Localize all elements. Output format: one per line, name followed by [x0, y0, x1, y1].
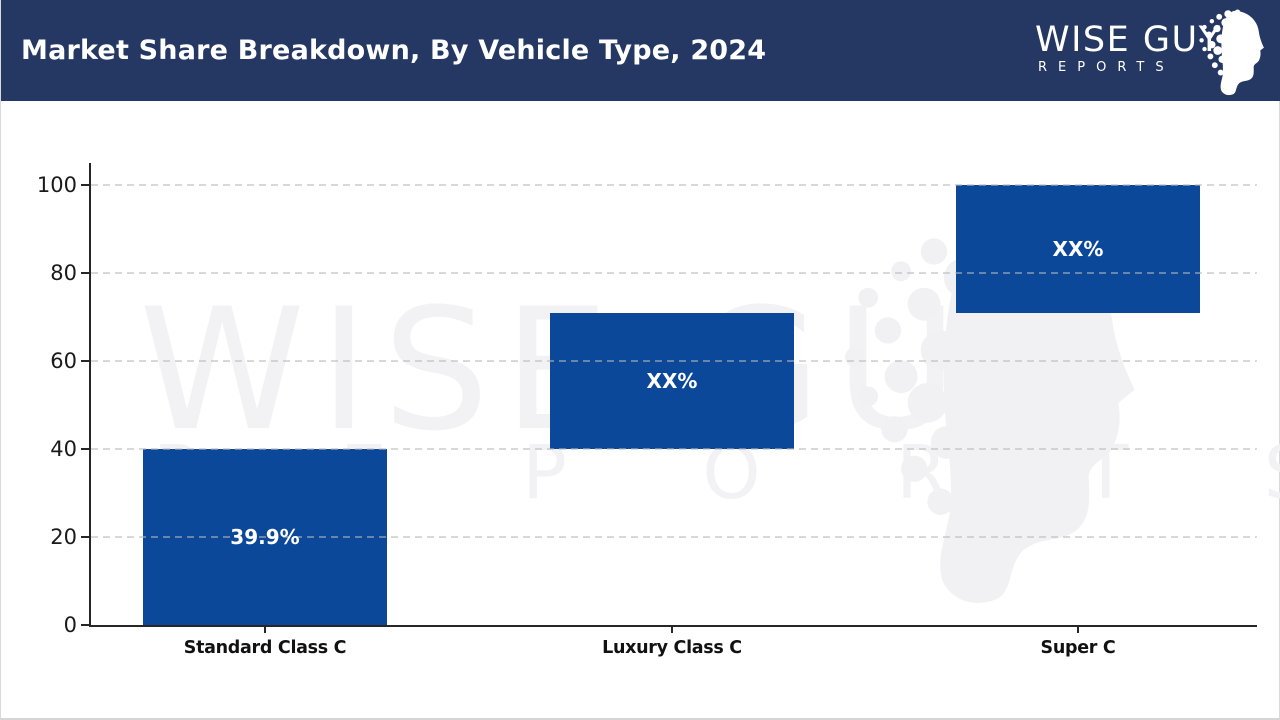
- y-tick-mark: [81, 184, 90, 186]
- header: Market Share Breakdown, By Vehicle Type,…: [1, 0, 1280, 101]
- watermark-face-icon: [845, 218, 1135, 603]
- y-tick-label: 80: [50, 261, 77, 285]
- bar-super-c: [956, 185, 1200, 313]
- y-tick-label: 20: [50, 525, 77, 549]
- bar-luxury-class-c: [550, 312, 794, 449]
- bar-value-label: XX%: [646, 368, 698, 393]
- y-axis-spine: [89, 163, 91, 626]
- brand-wordmark-line1: WISE GUY: [1035, 20, 1222, 60]
- brand-logo: WISE GUY REPORTS: [1017, 4, 1267, 98]
- bar-value-label: XX%: [1052, 236, 1104, 261]
- y-tick-label: 60: [50, 349, 77, 373]
- x-axis-spine: [89, 625, 1257, 627]
- y-tick-label: 0: [63, 613, 77, 637]
- gridline-y80: [91, 272, 1257, 274]
- gridline-y40: [91, 448, 1257, 450]
- y-tick-mark: [81, 624, 90, 626]
- gridline-y100: [91, 184, 1257, 186]
- bar-value-label: 39.9%: [230, 525, 300, 550]
- y-tick-mark: [81, 448, 90, 450]
- x-tick-label: Luxury Class C: [602, 638, 742, 658]
- page-title: Market Share Breakdown, By Vehicle Type,…: [21, 35, 767, 66]
- y-tick-mark: [81, 536, 90, 538]
- x-tick-mark: [264, 627, 266, 633]
- y-tick-mark: [81, 272, 90, 274]
- y-tick-label: 100: [36, 173, 77, 197]
- gridline-y20: [91, 536, 1257, 538]
- x-tick-label: Standard Class C: [183, 638, 347, 658]
- x-tick-label: Super C: [1040, 638, 1116, 658]
- x-tick-mark: [671, 627, 673, 633]
- x-tick-mark: [1077, 627, 1079, 633]
- brand-wordmark: WISE GUY REPORTS: [1035, 22, 1222, 75]
- brand-wordmark-line2: REPORTS: [1038, 60, 1175, 75]
- y-tick-mark: [81, 360, 90, 362]
- brand-face-icon: [1199, 9, 1264, 96]
- gridline-y60: [91, 360, 1257, 362]
- y-tick-label: 40: [50, 437, 77, 461]
